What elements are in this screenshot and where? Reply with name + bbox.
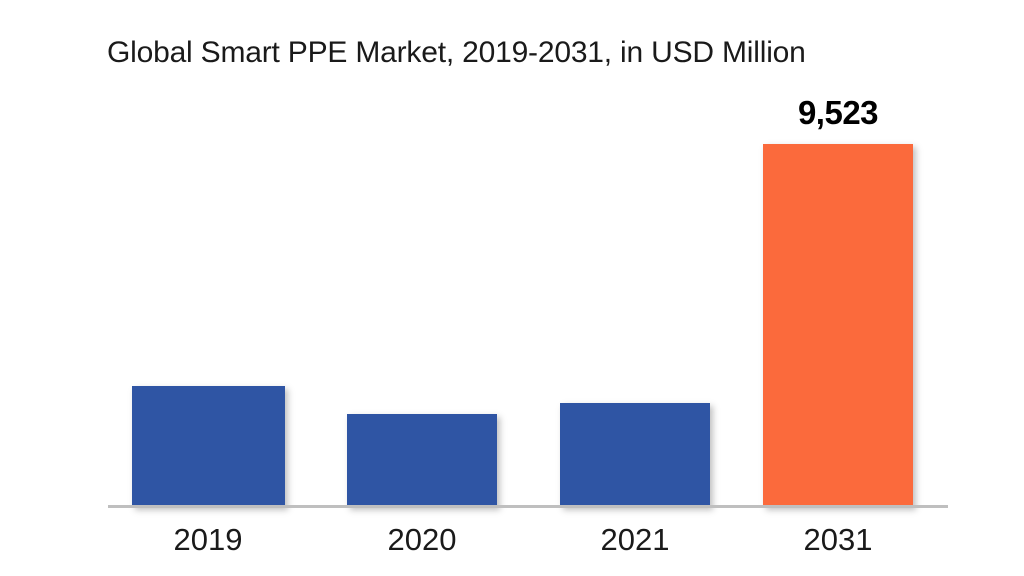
category-label-2021: 2021	[600, 522, 670, 557]
data-label-2031: 9,523	[797, 94, 879, 131]
bar-2031[interactable]	[763, 144, 913, 507]
bar-2021[interactable]	[560, 403, 710, 507]
bar-2019[interactable]	[132, 386, 285, 507]
category-label-2019: 2019	[173, 522, 243, 557]
category-label-2031: 2031	[803, 522, 873, 557]
category-axis-line	[108, 505, 948, 508]
category-label-2020: 2020	[387, 522, 457, 557]
bar-2020[interactable]	[347, 414, 497, 507]
chart-title: Global Smart PPE Market, 2019-2031, in U…	[107, 36, 806, 69]
